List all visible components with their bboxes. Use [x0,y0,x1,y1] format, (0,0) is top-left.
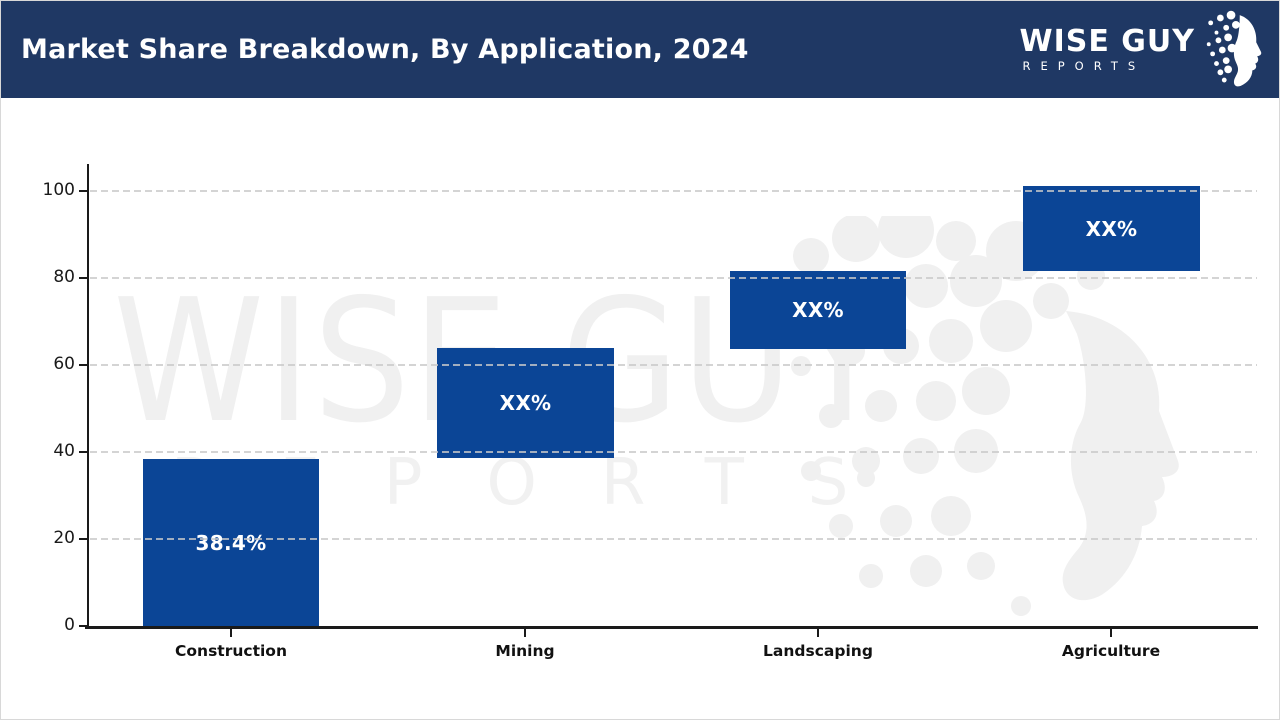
y-tick-label: 80 [53,267,75,287]
bar-value-label: 38.4% [195,530,267,555]
wiseguy-logo: WISE GUY REPORTS [1019,10,1263,90]
bar-landscaping: XX% [730,271,906,349]
logo-wiseguy-label: WISE GUY [1019,23,1195,59]
x-tick-agriculture [1110,629,1112,637]
bar-agriculture: XX% [1023,186,1200,271]
y-tick-100 [79,190,88,192]
watermark-face-dots-icon [791,216,1179,616]
y-tick-40 [79,451,88,453]
logo-face-icon [1206,10,1262,86]
y-tick-60 [79,364,88,366]
gridline-100 [90,190,1257,192]
logo-reports-label: REPORTS [1022,58,1146,73]
y-tick-label: 0 [64,615,75,635]
gridline-40 [90,451,1257,453]
y-tick-label: 40 [53,441,75,461]
gridline-80 [90,277,1257,279]
category-label-agriculture: Agriculture [1061,642,1161,660]
gridline-20 [90,538,1257,540]
y-tick-label: 60 [53,354,75,374]
bar-value-label: XX% [499,391,552,415]
category-label-construction: Construction [175,642,287,660]
y-tick-label: 20 [53,528,75,548]
x-tick-landscaping [817,629,819,637]
wiseguy-logo-text: WISE GUY REPORTS [1019,23,1195,73]
y-tick-80 [79,277,88,279]
category-label-mining: Mining [495,642,555,660]
y-tick-20 [79,538,88,540]
y-axis-line [87,164,89,626]
y-tick-0 [79,625,88,627]
bar-value-label: XX% [792,298,844,322]
x-axis-line [85,626,1258,629]
chart-title: Market Share Breakdown, By Application, … [21,34,749,65]
bar-construction: 38.4% [143,459,319,626]
x-tick-mining [524,629,526,637]
category-label-landscaping: Landscaping [763,642,873,660]
bar-value-label: XX% [1085,216,1138,241]
gridline-60 [90,364,1257,366]
x-tick-construction [230,629,232,637]
header-bar: Market Share Breakdown, By Application, … [1,1,1279,98]
y-tick-label: 100 [42,180,75,200]
bar-mining: XX% [437,348,614,458]
